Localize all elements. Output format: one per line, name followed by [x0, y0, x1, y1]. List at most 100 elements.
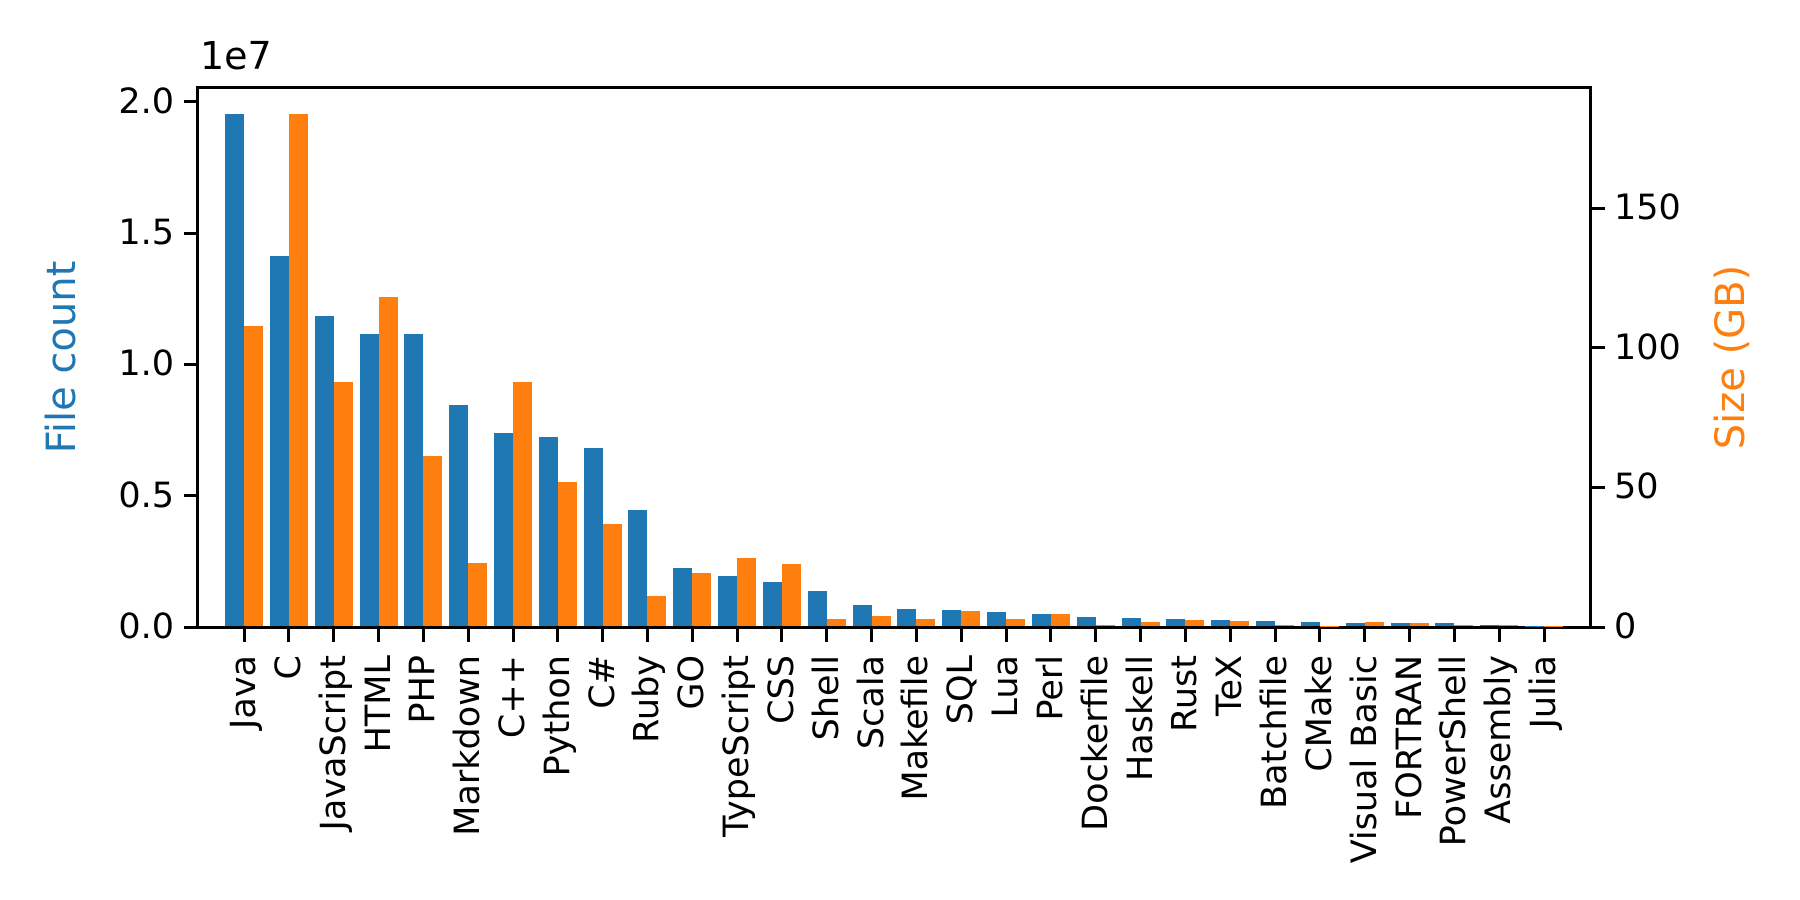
bar-file-count: [1525, 625, 1544, 627]
bar-file-count: [269, 255, 289, 626]
x-axis-tick: [287, 629, 291, 642]
bar-file-count: [1121, 618, 1141, 626]
x-axis-tick: [1452, 629, 1456, 642]
y-axis-left-tick: [184, 494, 197, 498]
x-axis-tick: [1318, 629, 1322, 642]
bar-file-count: [583, 448, 603, 626]
bar-size: [1230, 621, 1250, 626]
x-axis-tick: [735, 629, 739, 642]
x-tick-label-text: Assembly: [1479, 655, 1520, 824]
x-tick-label-text: Rust: [1165, 655, 1206, 732]
x-tick-label-text: GO: [672, 655, 713, 710]
bar-file-count: [1390, 623, 1410, 626]
bar-size: [916, 618, 936, 626]
bar-size: [423, 455, 443, 626]
bar-size: [781, 563, 801, 626]
x-tick-label-text: HTML: [358, 655, 399, 753]
bar-file-count: [987, 611, 1007, 626]
bar-file-count: [225, 113, 244, 626]
x-tick-label-text: Lua: [986, 655, 1027, 718]
bar-file-count: [718, 576, 738, 626]
x-axis-tick: [242, 629, 246, 642]
bar-file-count: [1256, 620, 1275, 626]
x-tick-label-text: CSS: [761, 655, 802, 724]
x-axis-tick: [332, 629, 336, 642]
bar-file-count: [1435, 623, 1455, 626]
bar-size: [1364, 621, 1384, 626]
bar-size: [1275, 625, 1294, 626]
x-tick-label-text: Julia: [1524, 655, 1564, 729]
x-axis-tick: [1228, 629, 1232, 642]
bar-size: [1409, 622, 1429, 626]
x-axis-tick: [959, 629, 963, 642]
bar-size: [692, 573, 712, 626]
y-axis-right-tick: [1592, 346, 1605, 350]
y-axis-right-tick: [1592, 625, 1605, 629]
bar-file-count: [1480, 624, 1500, 626]
x-axis-tick: [556, 629, 560, 642]
bar-size: [1050, 613, 1070, 626]
bar-file-count: [494, 433, 513, 626]
bar-size: [1454, 625, 1474, 627]
bar-file-count: [1345, 622, 1365, 626]
x-axis-tick: [825, 629, 829, 642]
y-axis-left-tick: [184, 362, 197, 366]
x-axis-tick: [466, 629, 470, 642]
bar-file-count: [359, 333, 379, 626]
x-axis-tick: [1004, 629, 1008, 642]
y-axis-left-tick-label: 0.0: [118, 607, 174, 647]
y-axis-left-tick-label: 2.0: [118, 81, 174, 122]
y-axis-left-tick-label: 0.5: [118, 475, 174, 516]
bar-file-count: [897, 609, 917, 626]
x-tick-label-text: Dockerfile: [1075, 655, 1116, 831]
bar-size: [737, 558, 757, 626]
bar-file-count: [1211, 620, 1231, 626]
bar-size: [1185, 619, 1205, 626]
y-axis-left-tick: [184, 100, 197, 104]
bar-size: [333, 381, 353, 626]
bar-size: [647, 596, 667, 626]
bar-file-count: [852, 605, 872, 626]
bar-file-count: [314, 316, 334, 626]
x-axis-tick: [511, 629, 515, 642]
x-tick-label-text: C: [268, 655, 309, 680]
bar-size: [1095, 625, 1115, 626]
bar-file-count: [762, 581, 782, 626]
y-axis-left-tick: [184, 231, 197, 235]
x-axis-tick: [421, 629, 425, 642]
x-tick-label-text: Batchfile: [1255, 655, 1295, 809]
bar-file-count: [1166, 618, 1186, 626]
x-axis-tick: [870, 629, 874, 642]
x-tick-label-text: C++: [493, 655, 533, 739]
x-axis-tick: [690, 629, 694, 642]
bar-size: [1006, 619, 1026, 626]
x-tick-label-text: Python: [537, 655, 578, 777]
x-tick-label-text: TeX: [1210, 655, 1251, 716]
bar-size: [557, 481, 577, 626]
x-tick-label-text: SQL: [941, 655, 982, 725]
y-axis-right-tick-label: 0: [1614, 607, 1637, 647]
x-axis-tick: [914, 629, 918, 642]
x-axis-tick: [1094, 629, 1098, 642]
bar-file-count: [673, 567, 693, 626]
x-tick-label-text: FORTRAN: [1389, 655, 1430, 819]
x-tick-label-text: JavaScript: [313, 655, 354, 831]
bar-file-count: [1031, 613, 1051, 626]
bar-size: [1319, 625, 1339, 627]
x-tick-label-text: TypeScript: [717, 655, 758, 837]
bar-file-count: [1076, 617, 1096, 626]
x-tick-label-text: Haskell: [1120, 655, 1161, 782]
x-axis-tick: [1273, 629, 1277, 642]
bar-size: [1140, 621, 1160, 626]
bar-size: [826, 618, 846, 626]
x-axis-tick: [1408, 629, 1411, 642]
x-axis-tick: [1497, 629, 1501, 642]
bar-file-count: [942, 609, 962, 626]
x-axis-tick: [601, 629, 605, 642]
bar-size: [513, 382, 532, 626]
bar-size: [244, 326, 263, 626]
y-axis-right-tick: [1592, 485, 1605, 489]
y-axis-right-tick: [1592, 206, 1605, 210]
x-tick-label-text: Shell: [806, 655, 847, 741]
x-axis-tick: [1363, 629, 1367, 642]
